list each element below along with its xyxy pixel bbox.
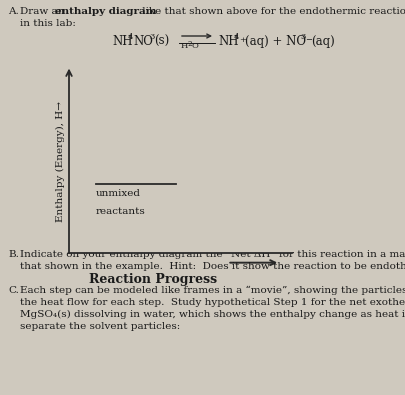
Text: Indicate on your enthalpy diagram the “Net ΔH” for this reaction in a manner sim: Indicate on your enthalpy diagram the “N… <box>20 250 405 260</box>
Text: −: − <box>304 36 311 44</box>
Text: Draw an: Draw an <box>20 7 68 16</box>
Text: 3: 3 <box>299 33 305 41</box>
Text: (s): (s) <box>153 35 169 48</box>
Text: NH: NH <box>217 35 238 48</box>
Text: (aq) + NO: (aq) + NO <box>244 35 305 48</box>
Text: B.: B. <box>8 250 19 259</box>
FancyArrowPatch shape <box>230 260 275 265</box>
Text: 2: 2 <box>188 40 192 48</box>
FancyArrowPatch shape <box>181 34 210 38</box>
Text: NH: NH <box>112 35 132 48</box>
Text: Reaction Progress: Reaction Progress <box>89 273 217 286</box>
Text: 4: 4 <box>128 33 133 41</box>
Text: in this lab:: in this lab: <box>20 19 76 28</box>
Text: H: H <box>181 42 188 50</box>
Text: NO: NO <box>133 35 153 48</box>
Text: 3: 3 <box>149 33 154 41</box>
Text: reactants: reactants <box>96 207 145 216</box>
Text: Each step can be modeled like frames in a “movie”, showing the particles involve: Each step can be modeled like frames in … <box>20 286 405 295</box>
Text: separate the solvent particles:: separate the solvent particles: <box>20 322 180 331</box>
Text: MgSO₄(s) dissolving in water, which shows the enthalpy change as heat is absorbe: MgSO₄(s) dissolving in water, which show… <box>20 310 405 319</box>
Text: that shown in the example.  Hint:  Does it show the reaction to be endothermic?: that shown in the example. Hint: Does it… <box>20 262 405 271</box>
Text: A.: A. <box>8 7 19 16</box>
Text: like that shown above for the endothermic reaction studied: like that shown above for the endothermi… <box>139 7 405 16</box>
Text: (aq): (aq) <box>310 35 334 48</box>
Text: unmixed: unmixed <box>96 189 141 198</box>
Y-axis label: Enthalpy (Energy), H→: Enthalpy (Energy), H→ <box>55 102 65 222</box>
Text: 4: 4 <box>233 33 239 41</box>
Text: O: O <box>192 42 198 50</box>
Text: C.: C. <box>8 286 19 295</box>
Text: the heat flow for each step.  Study hypothetical Step 1 for the net exothermic r: the heat flow for each step. Study hypot… <box>20 298 405 307</box>
Text: +: + <box>239 36 245 44</box>
Text: enthalpy diagram: enthalpy diagram <box>55 7 156 16</box>
